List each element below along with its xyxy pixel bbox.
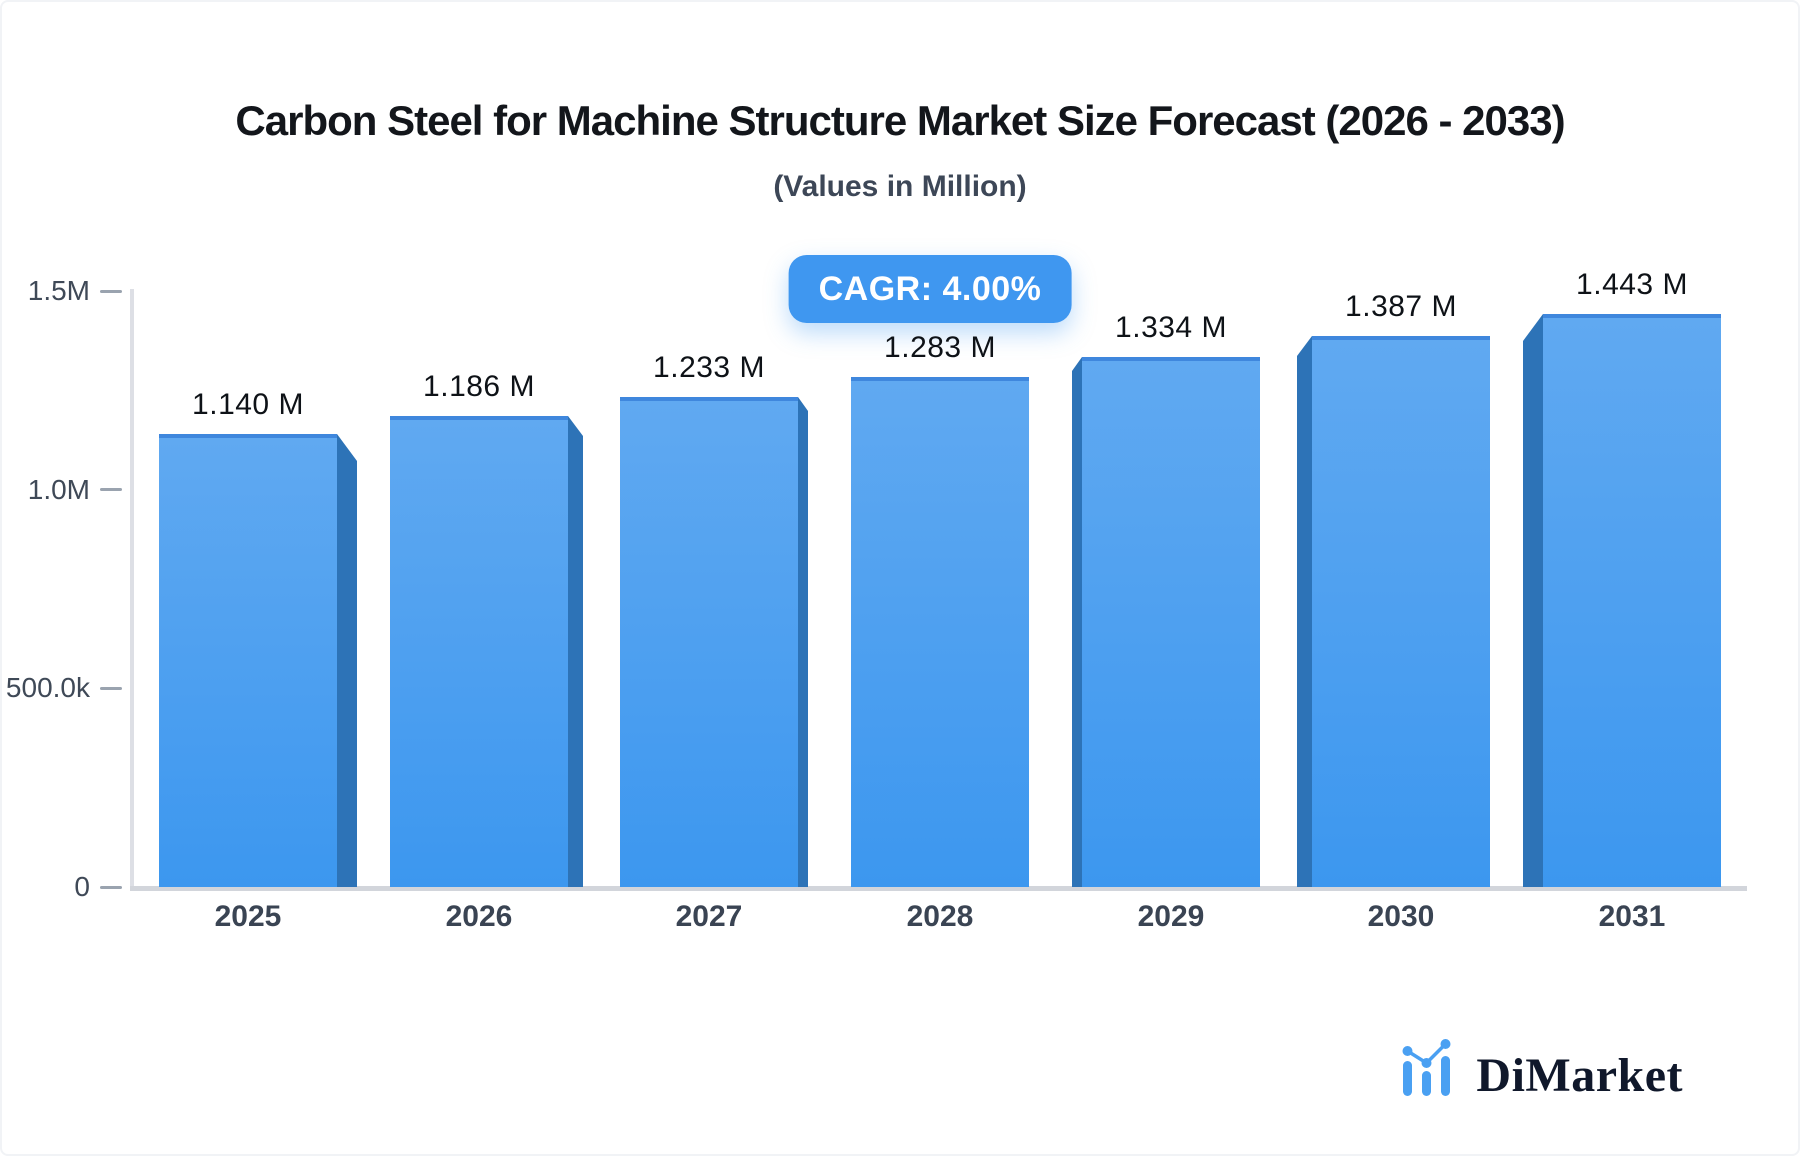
- x-axis-label-2025: 2025: [214, 900, 282, 933]
- bar-side-2025: [337, 434, 357, 887]
- x-axis-label-2027: 2027: [675, 900, 743, 933]
- chart-subtitle: (Values in Million): [773, 170, 1027, 203]
- x-axis-label-2029: 2029: [1137, 900, 1205, 933]
- y-tick-mark: [100, 686, 122, 690]
- bar-2027: [620, 397, 798, 887]
- cagr-badge: CAGR: 4.00%: [788, 255, 1072, 323]
- y-axis-line: [130, 289, 134, 887]
- bar-2025: [159, 434, 337, 887]
- x-axis-label-2031: 2031: [1598, 900, 1666, 933]
- chart-title: Carbon Steel for Machine Structure Marke…: [235, 97, 1565, 144]
- value-label-2029: 1.334 M: [1115, 311, 1227, 344]
- y-tick-label-0: 0: [74, 871, 90, 902]
- bar-chart-logo-icon: [1402, 1039, 1451, 1096]
- x-axis-label-2028: 2028: [906, 900, 974, 933]
- bar-side-2026: [568, 416, 583, 887]
- value-label-2031: 1.443 M: [1576, 268, 1688, 301]
- bar-2028: [851, 377, 1029, 887]
- bar-side-2027: [798, 397, 808, 887]
- y-tick-mark: [100, 885, 122, 889]
- y-tick-mark: [100, 289, 122, 293]
- value-label-2027: 1.233 M: [653, 351, 765, 384]
- value-label-2030: 1.387 M: [1345, 290, 1457, 323]
- bar-2026: [390, 416, 568, 887]
- brand-logo: DiMarket: [1400, 1034, 1683, 1102]
- y-tick-label-1.5M: 1.5M: [27, 275, 90, 306]
- y-tick-label-500.0k: 500.0k: [5, 672, 90, 704]
- y-tick-mark: [100, 488, 122, 492]
- bar-side-2029: [1072, 357, 1082, 887]
- x-axis-label-2026: 2026: [445, 900, 513, 933]
- bar-2031: [1543, 314, 1721, 887]
- bar-2030: [1312, 336, 1490, 887]
- value-label-2025: 1.140 M: [192, 388, 304, 421]
- x-axis-baseline: [130, 886, 1747, 891]
- bar-side-2030: [1297, 336, 1312, 887]
- value-label-2028: 1.283 M: [884, 331, 996, 364]
- x-axis-label-2030: 2030: [1367, 900, 1435, 933]
- bar-2029: [1082, 357, 1260, 887]
- bar-side-2031: [1523, 314, 1543, 887]
- brand-wordmark: DiMarket: [1476, 1048, 1683, 1102]
- y-tick-label-1.0M: 1.0M: [27, 473, 90, 505]
- value-label-2026: 1.186 M: [423, 370, 535, 403]
